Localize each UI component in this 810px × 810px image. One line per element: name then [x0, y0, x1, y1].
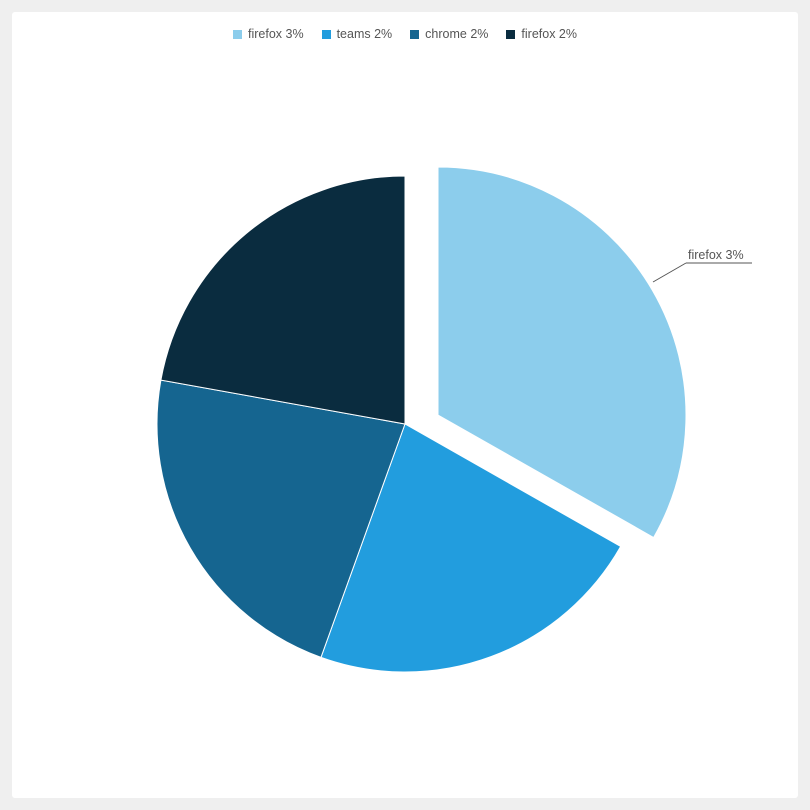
callout-label-firefox-3: firefox 3%: [688, 248, 744, 262]
legend-item-1[interactable]: teams 2%: [321, 27, 393, 41]
legend-swatch-firefox-2: [506, 29, 516, 39]
legend-item-2[interactable]: chrome 2%: [410, 28, 488, 41]
callout-group: firefox 3%: [652, 248, 752, 283]
chart-legend: firefox 3% teams 2% chrome 2% firefox 2%: [0, 28, 810, 41]
legend-item-3[interactable]: firefox 2%: [506, 28, 577, 41]
pie-slice-group: [156, 166, 687, 673]
callout-leader-line: [652, 262, 687, 283]
legend-item-0[interactable]: firefox 3%: [232, 27, 304, 41]
pie-slice-1[interactable]: [320, 423, 622, 673]
legend-label-1: teams 2%: [336, 27, 393, 41]
legend-swatch-chrome-2: [410, 29, 420, 39]
legend-label-2: chrome 2%: [425, 27, 489, 41]
pie-slice-0[interactable]: [437, 166, 687, 539]
legend-swatch-firefox-3: [232, 29, 242, 39]
pie-slice-3[interactable]: [160, 175, 406, 425]
legend-label-3: firefox 2%: [521, 27, 577, 41]
legend-swatch-teams-2: [321, 29, 331, 39]
pie-slice-2[interactable]: [156, 379, 406, 658]
legend-label-0: firefox 3%: [247, 27, 304, 41]
